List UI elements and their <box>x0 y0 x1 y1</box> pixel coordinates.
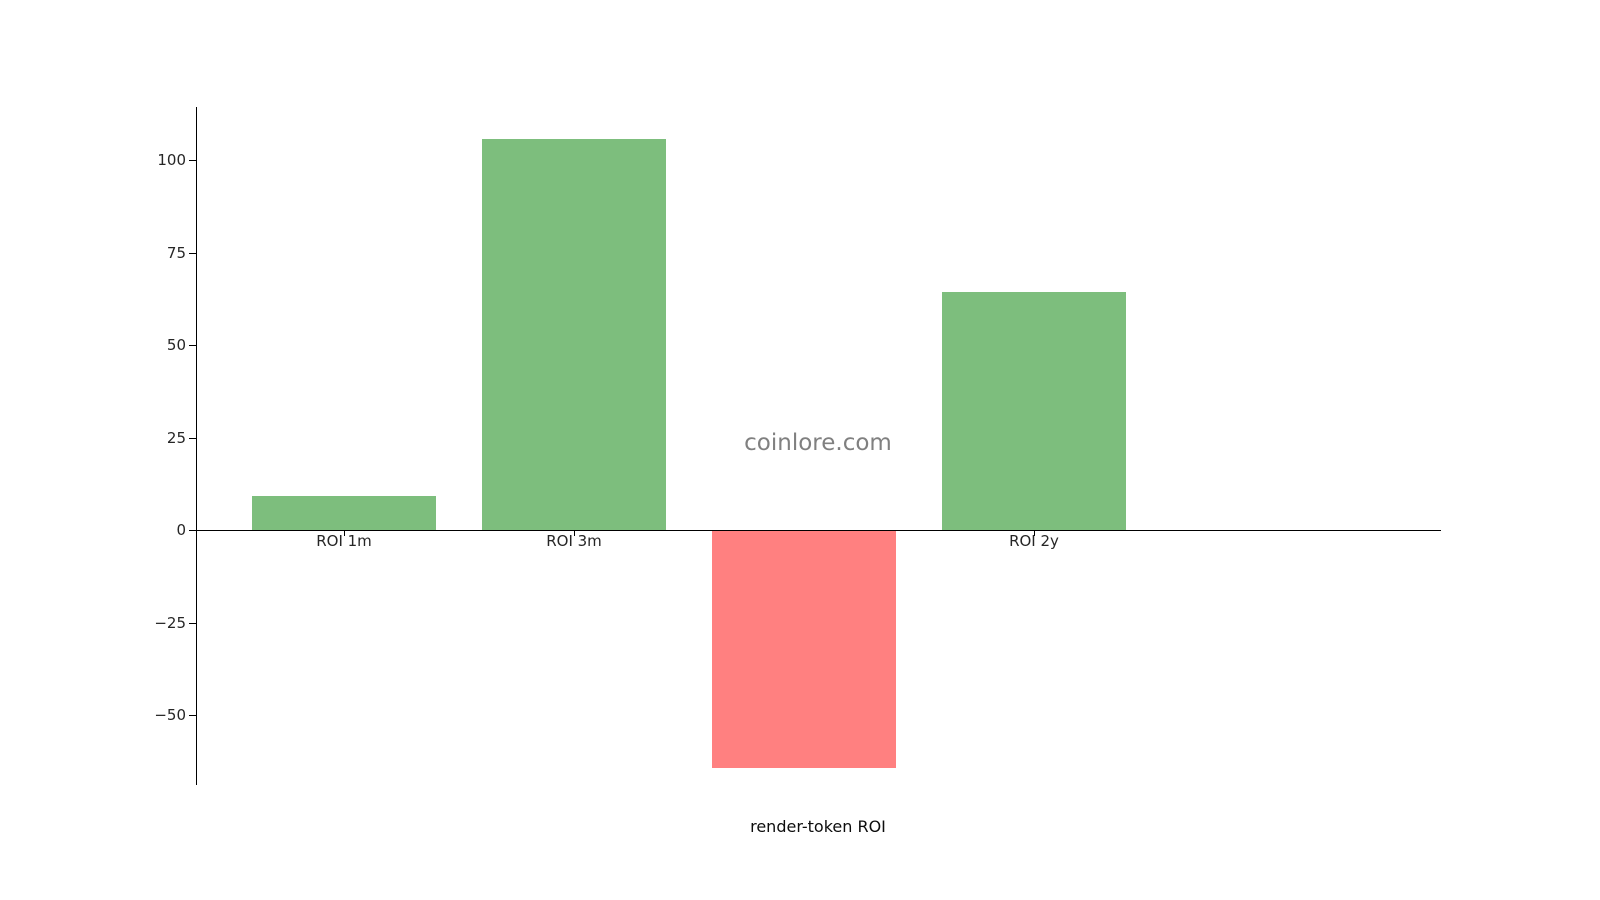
y-tick-mark <box>189 437 196 439</box>
watermark-text: coinlore.com <box>744 430 892 456</box>
bar-unlabeled-3 <box>712 530 896 768</box>
y-tick-mark <box>189 530 196 531</box>
y-tick-label: 100 <box>157 151 186 169</box>
y-tick-label: 50 <box>166 336 186 354</box>
x-tick-label: ROI 2y <box>1009 532 1059 550</box>
y-axis-line <box>196 107 197 785</box>
bar-roi-1m <box>252 495 436 530</box>
x-tick-label: ROI 3m <box>546 532 602 550</box>
x-tick-mark <box>344 530 345 536</box>
y-tick-label: −25 <box>154 613 186 632</box>
y-tick-label: 25 <box>166 428 186 447</box>
y-tick-label: −50 <box>154 706 186 724</box>
x-tick-mark <box>1034 530 1035 536</box>
y-tick-mark <box>189 715 196 716</box>
y-tick-label: 75 <box>166 243 186 262</box>
bar-roi-3m <box>482 138 666 530</box>
chart-title: render-token ROI <box>750 817 886 836</box>
x-axis-zero-line <box>196 530 1441 531</box>
x-tick-label: ROI 1m <box>316 532 372 550</box>
bar-roi-2y <box>942 292 1126 530</box>
y-tick-mark <box>189 622 196 624</box>
y-tick-mark <box>189 345 196 346</box>
y-tick-mark <box>189 252 196 254</box>
x-tick-mark <box>574 530 575 536</box>
y-tick-label: 0 <box>176 521 186 539</box>
y-tick-mark <box>189 160 196 161</box>
